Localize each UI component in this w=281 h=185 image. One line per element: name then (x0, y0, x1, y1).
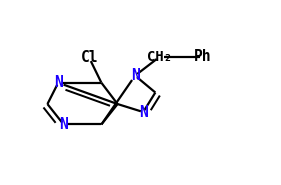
Text: CH₂: CH₂ (147, 50, 172, 64)
Text: N: N (131, 68, 139, 83)
Text: N: N (54, 75, 63, 90)
Text: N: N (139, 105, 148, 120)
Text: Ph: Ph (194, 49, 211, 65)
Text: Cl: Cl (80, 50, 98, 65)
Text: N: N (59, 117, 68, 132)
